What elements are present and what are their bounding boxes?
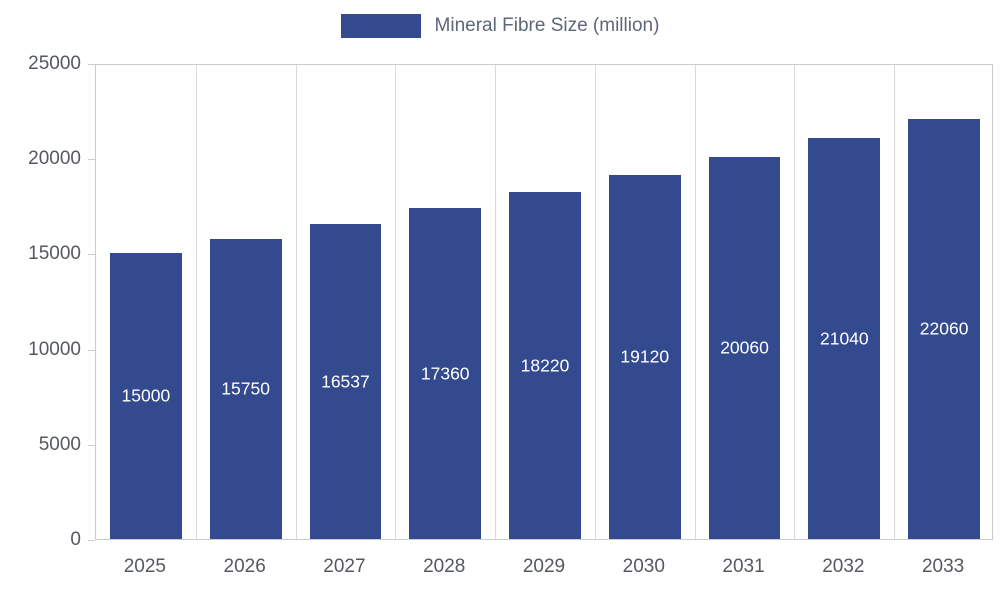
gridline (295, 65, 297, 539)
bar-2026[interactable]: 15750 (209, 239, 282, 539)
plot-area: 15000 15750 16537 17360 18220 19120 20060 21040… (95, 64, 993, 540)
x-tick-label-2028: 2028 (423, 556, 466, 577)
bar-value-label: 19120 (620, 346, 670, 367)
y-tick-label: 5000 (38, 433, 81, 455)
bar-2027[interactable]: 16537 (309, 224, 382, 539)
gridline (794, 65, 796, 539)
bar-value-label: 15000 (121, 385, 171, 406)
y-tick-mark (88, 159, 95, 161)
y-tick-mark (88, 540, 95, 541)
gridline (395, 65, 397, 539)
bar-value-label: 18220 (520, 355, 570, 376)
bar-value-label: 20060 (720, 337, 769, 358)
x-tick-label-2029: 2029 (522, 556, 566, 577)
bar-value-label: 21040 (819, 328, 869, 349)
y-tick-label: 20000 (28, 148, 81, 170)
legend[interactable]: Mineral Fibre Size (million) (0, 14, 1000, 38)
y-tick-mark (88, 254, 95, 256)
bar-2028[interactable]: 17360 (409, 208, 482, 539)
legend-label: Mineral Fibre Size (million) (434, 15, 660, 36)
gridline (495, 65, 497, 539)
bar-2029[interactable]: 18220 (509, 192, 581, 539)
gridline (694, 65, 696, 539)
bar-2025[interactable]: 15000 (109, 253, 182, 539)
x-tick-label-2032: 2032 (822, 556, 865, 577)
bar-2032[interactable]: 21040 (808, 138, 881, 539)
y-tick-mark (88, 64, 95, 65)
bar-2030[interactable]: 19120 (608, 174, 681, 539)
y-tick-label: 0 (70, 529, 81, 550)
bar-value-label: 16537 (321, 371, 370, 392)
x-tick-label-2026: 2026 (223, 556, 266, 577)
y-tick-label: 15000 (28, 243, 81, 265)
gridline (594, 65, 596, 539)
x-tick-label-2033: 2033 (921, 556, 965, 577)
y-tick-mark (88, 349, 95, 351)
x-tick-label-2025: 2025 (123, 556, 167, 577)
y-tick-label: 25000 (28, 53, 81, 74)
bar-value-label: 17360 (420, 363, 470, 384)
legend-swatch (340, 14, 421, 38)
y-tick-mark (88, 444, 95, 446)
gridline (195, 65, 197, 539)
bar-value-label: 15750 (221, 378, 270, 399)
gridline (894, 65, 896, 539)
bar-2033[interactable]: 22060 (908, 118, 981, 539)
x-tick-label-2027: 2027 (323, 556, 366, 577)
y-tick-label: 10000 (28, 338, 81, 360)
x-tick-label-2030: 2030 (622, 556, 665, 577)
bar-value-label: 22060 (919, 318, 969, 339)
bar-2031[interactable]: 20060 (708, 157, 781, 539)
x-tick-label-2031: 2031 (722, 556, 765, 577)
